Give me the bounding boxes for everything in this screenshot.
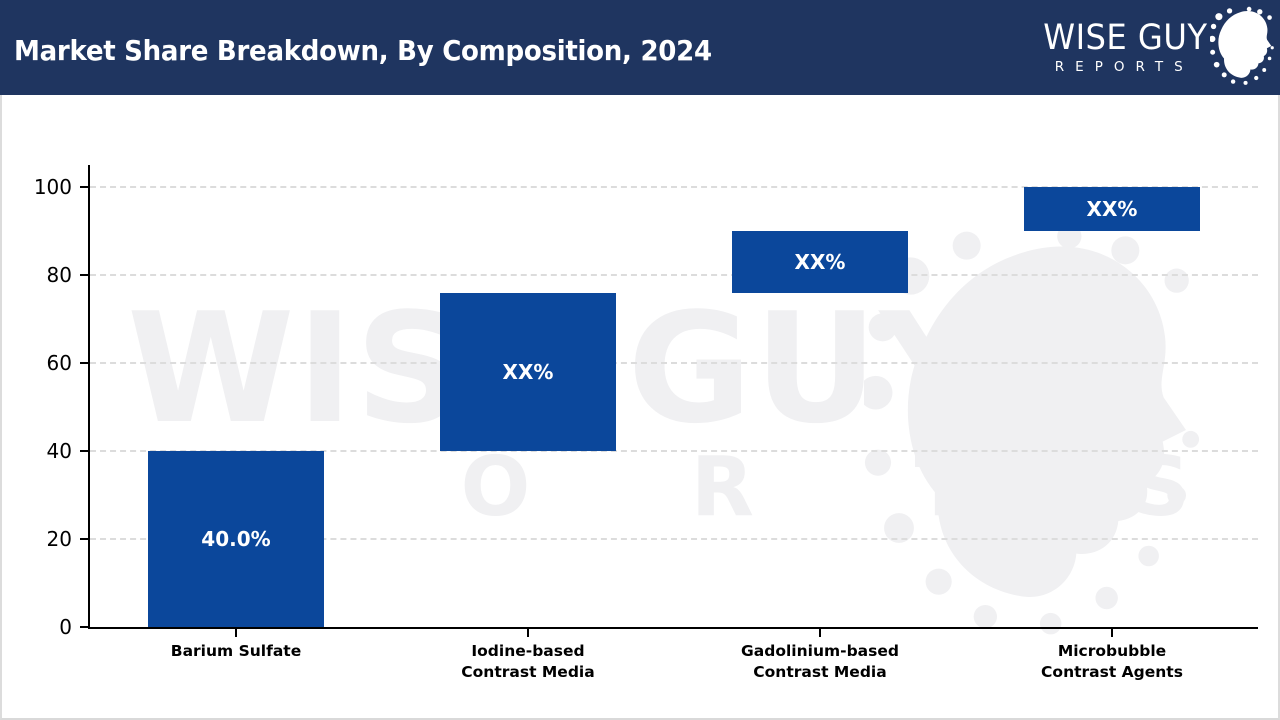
wiseguy-logo: WISE GUY REPORTS (1029, 5, 1274, 87)
bar-value-label: XX% (502, 359, 554, 384)
y-tick-mark (80, 450, 88, 452)
gridline (90, 362, 1258, 364)
bar: XX% (440, 292, 616, 451)
wiseguy-head-icon (1210, 6, 1274, 85)
gridline (90, 186, 1258, 188)
x-category-label: Gadolinium-based Contrast Media (741, 642, 899, 681)
bar: XX% (732, 231, 908, 293)
gridline (90, 274, 1258, 276)
x-tick-mark (819, 629, 821, 637)
page-title: Market Share Breakdown, By Composition, … (14, 34, 712, 67)
y-tick-label: 60 (46, 351, 72, 375)
header: Market Share Breakdown, By Composition, … (0, 0, 1280, 95)
y-tick-label: 100 (33, 175, 72, 199)
y-tick-label: 80 (46, 263, 72, 287)
y-tick-label: 40 (46, 439, 72, 463)
wiseguy-logo-line2: REPORTS (1054, 58, 1194, 75)
x-category-label: Barium Sulfate (170, 642, 302, 660)
x-category-label: Microbubble Contrast Agents (1041, 642, 1183, 681)
gridline (90, 450, 1258, 452)
y-tick-mark (80, 538, 88, 540)
chart-area: WISE GUY P O R T S 0 20 40 60 80 100 40.0% Bari… (0, 95, 1280, 720)
x-axis-line (88, 627, 1258, 629)
y-tick-mark (80, 274, 88, 276)
plot: 0 20 40 60 80 100 40.0% Barium Sulfate XX% Iodine… (2, 95, 1278, 718)
x-tick-mark (527, 629, 529, 637)
y-axis-line (88, 165, 90, 629)
y-tick-mark (80, 186, 88, 188)
y-tick-label: 0 (59, 615, 72, 639)
bar-value-label: 40.0% (201, 527, 271, 551)
wiseguy-logo-line1: WISE GUY (1043, 17, 1208, 58)
y-tick-label: 20 (46, 527, 72, 551)
x-category-label: Iodine-based Contrast Media (461, 642, 595, 681)
x-tick-mark (1111, 629, 1113, 637)
wiseguy-logo-text: WISE GUY REPORTS (1029, 18, 1208, 75)
gridline (90, 538, 1258, 540)
bar-value-label: XX% (1086, 197, 1138, 221)
x-tick-mark (235, 629, 237, 637)
y-tick-mark (80, 362, 88, 364)
bar: XX% (1024, 187, 1200, 231)
bar: 40.0% (148, 451, 324, 627)
bar-value-label: XX% (794, 249, 846, 274)
y-tick-mark (80, 626, 88, 628)
